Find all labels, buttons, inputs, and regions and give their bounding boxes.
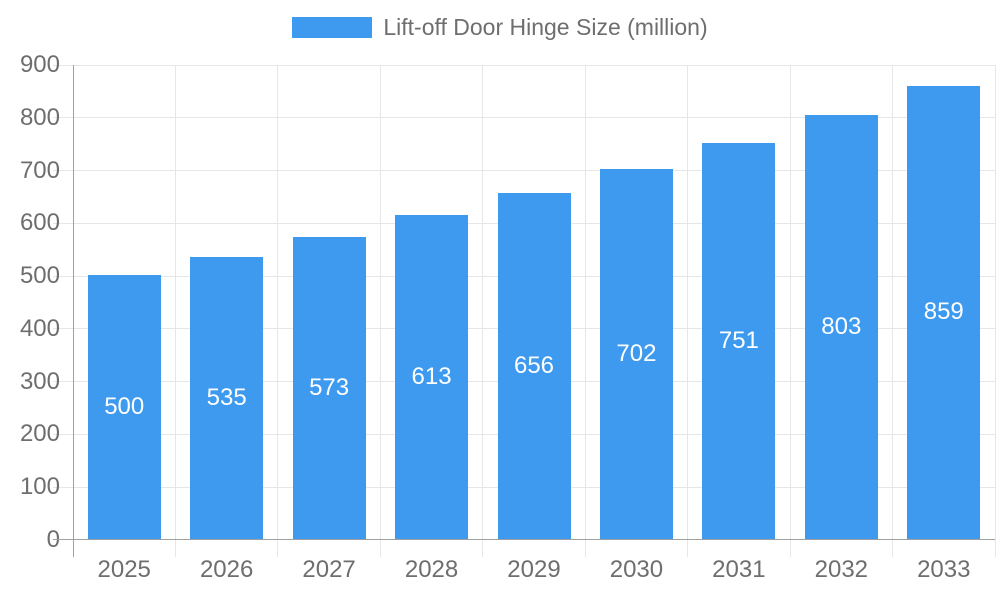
plot-area: 0 100 200 300 400 500 600 700 800 900 500 2025 535 20… <box>20 52 996 583</box>
gridline-x-7 <box>789 65 791 557</box>
bar-value-label: 573 <box>309 373 350 401</box>
bar-2031[interactable]: 751 <box>702 142 776 539</box>
gridline-y-800 <box>53 117 995 119</box>
x-axis-tick-label: 2033 <box>917 556 971 583</box>
x-axis-tick-label: 2030 <box>609 556 664 583</box>
legend-label: Lift-off Door Hinge Size (million) <box>383 14 708 40</box>
y-axis-tick-label: 200 <box>19 420 60 448</box>
legend-swatch <box>292 17 373 38</box>
x-axis-tick-label: 2031 <box>712 556 766 583</box>
gridline-x-2 <box>277 65 279 557</box>
gridline-y-700 <box>53 170 995 172</box>
x-axis-line <box>53 539 995 540</box>
bar-value-label: 702 <box>616 339 657 367</box>
bar-2025[interactable]: 500 <box>87 275 161 539</box>
gridline-x-8 <box>892 65 894 557</box>
x-axis-tick-label: 2026 <box>199 556 254 583</box>
x-axis-tick-label: 2029 <box>507 556 561 583</box>
gridline-x-4 <box>482 65 484 557</box>
y-axis-tick-label: 300 <box>19 367 60 395</box>
gridline-x-9 <box>994 65 996 557</box>
bar-2026[interactable]: 535 <box>190 256 264 539</box>
bar-value-label: 859 <box>923 298 964 326</box>
y-axis-tick-label: 600 <box>19 209 60 237</box>
bar-value-label: 535 <box>206 383 247 411</box>
y-axis-tick-label: 400 <box>19 314 60 342</box>
x-axis-tick-label: 2027 <box>302 556 356 583</box>
bar-2027[interactable]: 573 <box>292 236 366 539</box>
gridline-x-6 <box>687 65 689 557</box>
y-axis-line <box>73 65 74 557</box>
y-axis-tick-label: 500 <box>19 262 60 290</box>
y-axis-tick-label: 700 <box>19 156 60 184</box>
y-axis-tick-label: 100 <box>19 473 60 501</box>
bar-2028[interactable]: 613 <box>395 215 469 539</box>
bar-value-label: 803 <box>821 313 862 341</box>
bar-2030[interactable]: 702 <box>599 168 673 539</box>
y-axis-tick-label: 800 <box>19 103 60 131</box>
x-axis-tick-label: 2025 <box>97 556 151 583</box>
bar-2029[interactable]: 656 <box>497 192 571 539</box>
bar-value-label: 656 <box>513 351 555 379</box>
bar-value-label: 751 <box>718 326 759 354</box>
gridline-x-1 <box>174 65 176 557</box>
bar-value-label: 500 <box>104 393 145 421</box>
x-axis-tick-label: 2028 <box>404 556 459 583</box>
x-axis-tick-label: 2032 <box>814 556 869 583</box>
gridline-x-3 <box>379 65 381 557</box>
bar-2032[interactable]: 803 <box>804 115 878 539</box>
gridline-x-5 <box>584 65 586 557</box>
bar-value-label: 613 <box>411 363 452 391</box>
gridline-y-900 <box>53 64 995 66</box>
bar-2033[interactable]: 859 <box>907 85 981 539</box>
y-axis-tick-label: 0 <box>46 526 60 553</box>
y-axis-tick-label: 900 <box>19 51 60 78</box>
legend[interactable]: Lift-off Door Hinge Size (million) <box>0 14 1000 41</box>
